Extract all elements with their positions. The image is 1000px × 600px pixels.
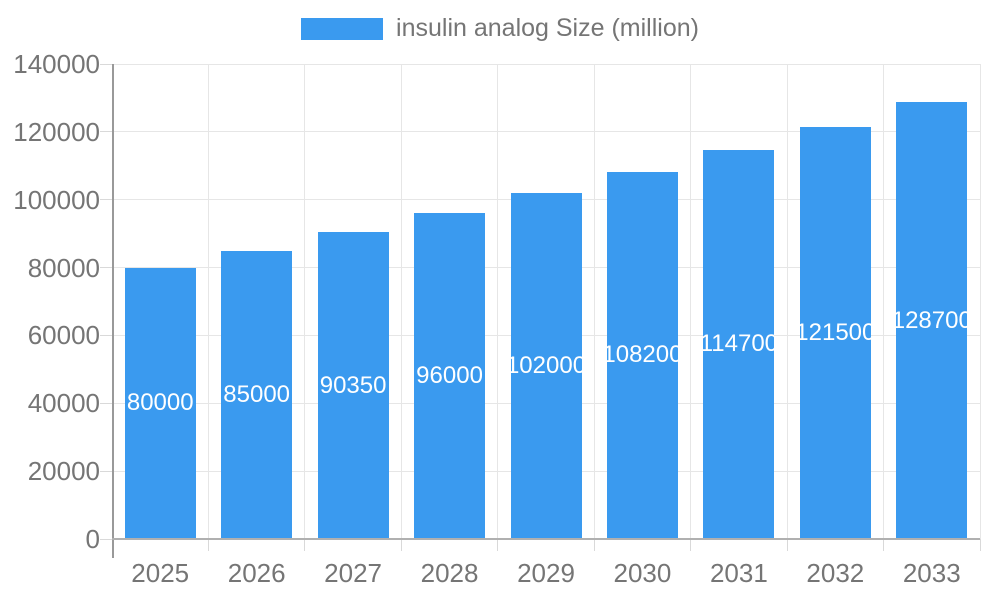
y-axis-tick-label: 20000 — [27, 456, 100, 487]
y-axis-line — [112, 64, 114, 558]
bar-value-label: 96000 — [416, 362, 483, 390]
bar-value-label: 102000 — [510, 351, 582, 379]
y-axis-tick — [100, 63, 112, 65]
bar-value-label: 114700 — [703, 330, 775, 358]
x-axis-tick — [400, 539, 402, 551]
vertical-gridline — [400, 64, 402, 539]
y-axis-tick — [100, 538, 112, 540]
bar-value-label: 121500 — [799, 318, 871, 346]
x-axis-labels: 2025 2026 2027 2028 2029 2030 2031 2032 2033 — [112, 556, 980, 592]
x-axis-tick — [304, 539, 306, 551]
bar-value-label: 85000 — [223, 380, 291, 408]
bar-2025[interactable]: 80000 — [124, 267, 196, 539]
x-axis-tick-label: 2025 — [131, 558, 190, 588]
legend-swatch — [301, 17, 384, 40]
x-axis-tick — [786, 539, 788, 551]
bar-value-label: 128700 — [896, 306, 968, 334]
vertical-gridline — [883, 64, 885, 539]
vertical-gridline — [979, 64, 981, 539]
horizontal-gridline — [112, 131, 980, 133]
bar-2031[interactable]: 114700 — [703, 149, 775, 539]
y-axis-tick — [100, 470, 112, 472]
bar-value-label: 80000 — [126, 389, 194, 417]
y-axis-tick-label: 100000 — [13, 184, 100, 215]
x-axis-tick-label: 2027 — [324, 558, 383, 588]
horizontal-gridline — [112, 63, 980, 65]
y-axis-tick — [100, 334, 112, 336]
y-axis-labels: 0 20000 40000 60000 80000 100000 120000 140000 — [0, 51, 100, 552]
y-axis-tick — [100, 199, 112, 201]
vertical-gridline — [786, 64, 788, 539]
plot-area: 80000 85000 90350 96000 102000 108200 114700 12… — [100, 63, 981, 558]
x-axis-tick — [593, 539, 595, 551]
legend-label: insulin analog Size (million) — [396, 14, 699, 42]
y-axis-tick-label: 40000 — [27, 388, 100, 419]
x-axis-tick-label: 2028 — [420, 558, 479, 588]
x-axis-tick-label: 2031 — [709, 558, 768, 588]
y-axis-tick-label: 60000 — [27, 320, 100, 351]
vertical-gridline — [593, 64, 595, 539]
x-axis-tick — [690, 539, 692, 551]
x-axis-tick — [979, 539, 981, 551]
x-axis-line — [112, 538, 980, 540]
legend[interactable]: insulin analog Size (million) — [0, 14, 1000, 43]
x-axis-tick-label: 2033 — [902, 558, 961, 588]
x-axis-tick — [207, 539, 209, 551]
bar-2029[interactable]: 102000 — [510, 192, 582, 539]
bar-value-label: 108200 — [606, 341, 678, 369]
bar-2030[interactable]: 108200 — [606, 171, 678, 539]
x-axis-tick-label: 2030 — [613, 558, 672, 588]
x-axis-tick-label: 2029 — [517, 558, 575, 588]
bar-value-label: 90350 — [319, 371, 387, 399]
y-axis-tick-label: 0 — [85, 524, 100, 554]
bars-layer: 80000 85000 90350 96000 102000 108200 114700 12… — [112, 64, 980, 539]
bar-2027[interactable]: 90350 — [317, 232, 389, 539]
y-axis-tick-label: 140000 — [13, 49, 100, 79]
x-axis-tick — [883, 539, 885, 551]
y-axis-tick-label: 120000 — [13, 116, 100, 147]
bar-2026[interactable]: 85000 — [221, 250, 293, 539]
y-axis-tick — [100, 131, 112, 133]
vertical-gridline — [304, 64, 306, 539]
x-axis-tick-label: 2026 — [227, 558, 286, 588]
y-axis-tick — [100, 402, 112, 404]
vertical-gridline — [497, 64, 499, 539]
x-axis-tick-label: 2032 — [806, 558, 865, 588]
bar-2028[interactable]: 96000 — [414, 213, 486, 539]
bar-2032[interactable]: 121500 — [799, 126, 871, 539]
x-axis-tick — [497, 539, 499, 551]
vertical-gridline — [690, 64, 692, 539]
y-axis-tick-label: 80000 — [27, 252, 100, 283]
vertical-gridline — [207, 64, 209, 539]
y-axis-tick — [100, 267, 112, 269]
bar-2033[interactable]: 128700 — [896, 102, 968, 539]
